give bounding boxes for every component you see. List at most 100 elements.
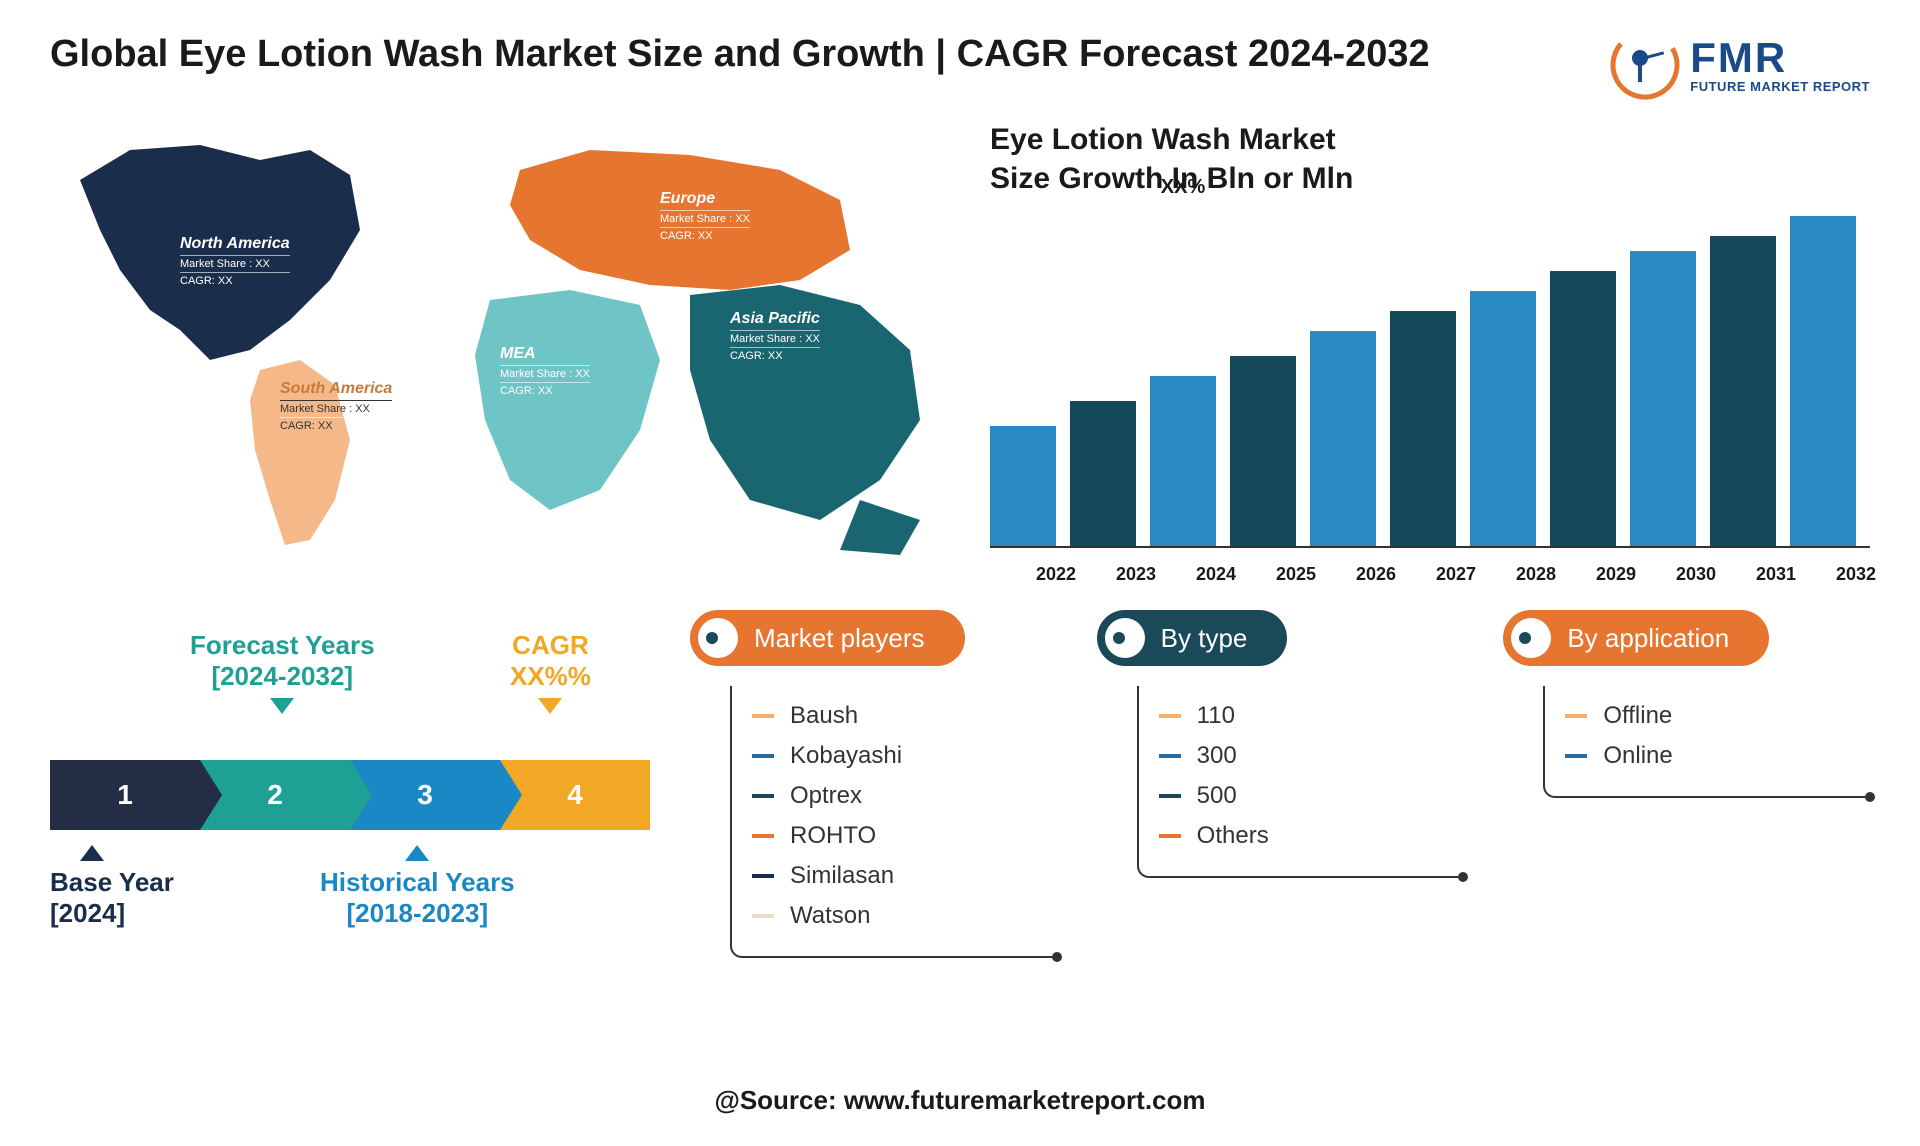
bar-column: XX%2032: [1790, 216, 1856, 546]
list-item-label: Others: [1197, 822, 1269, 850]
list-item-label: Online: [1603, 742, 1672, 770]
bar-chart-section: Eye Lotion Wash Market Size Growth In Bl…: [990, 120, 1870, 560]
bar-year-label: 2032: [1823, 564, 1889, 585]
bar-year-label: 2022: [1023, 564, 1089, 585]
timeline-arrow-icon: [200, 760, 222, 830]
list-item-label: 300: [1197, 742, 1237, 770]
category-header-label: By type: [1161, 623, 1248, 654]
tick-icon: [1159, 714, 1181, 718]
tick-icon: [1565, 754, 1587, 758]
bar-column: 2029: [1550, 271, 1616, 546]
tick-icon: [752, 834, 774, 838]
category-header: By application: [1503, 610, 1769, 666]
bar: [1790, 216, 1856, 546]
tick-icon: [752, 874, 774, 878]
tick-icon: [1159, 754, 1181, 758]
category-list: 110 300 500 Others: [1137, 686, 1464, 878]
list-item-label: Optrex: [790, 782, 862, 810]
bullet-icon: [1105, 618, 1145, 658]
category-header-label: By application: [1567, 623, 1729, 654]
bar: [1710, 236, 1776, 546]
logo-text-block: FMR FUTURE MARKET REPORT: [1690, 37, 1870, 94]
region-label-sa: South America Market Share : XX CAGR: XX: [280, 380, 392, 432]
timeline-bar: 1234: [50, 760, 650, 830]
category-header: Market players: [690, 610, 965, 666]
bar-top-label: XX%: [1161, 176, 1205, 199]
list-item: 500: [1139, 776, 1464, 816]
bar-year-label: 2029: [1583, 564, 1649, 585]
list-item: Online: [1545, 736, 1870, 776]
main-row: North America Market Share : XX CAGR: XX…: [50, 120, 1870, 560]
annot-base: Base Year [2024]: [50, 845, 174, 929]
category-list: Baush Kobayashi Optrex ROHTO Similasan Watson: [730, 686, 1057, 958]
list-item-label: ROHTO: [790, 822, 876, 850]
source-text: @Source: www.futuremarketreport.com: [714, 1085, 1205, 1116]
region-label-ap: Asia Pacific Market Share : XX CAGR: XX: [730, 310, 820, 362]
bar-year-label: 2024: [1183, 564, 1249, 585]
list-item: ROHTO: [732, 816, 1057, 856]
bar: [1470, 291, 1536, 546]
category-header: By type: [1097, 610, 1288, 666]
timeline-segment: 3: [350, 760, 500, 830]
timeline-section: Forecast Years [2024-2032] CAGR XX%% 123…: [50, 610, 650, 970]
category-column: By type 110 300 500 Others: [1097, 610, 1464, 958]
annot-forecast: Forecast Years [2024-2032]: [190, 630, 375, 714]
bar-column: 2027: [1390, 311, 1456, 546]
logo: FMR FUTURE MARKET REPORT: [1610, 30, 1870, 100]
list-item-label: 500: [1197, 782, 1237, 810]
bar-chart: 20222023XX%20242025202620272028202920302…: [990, 218, 1870, 548]
bar-year-label: 2027: [1423, 564, 1489, 585]
bar-year-label: 2031: [1743, 564, 1809, 585]
category-section: Market players Baush Kobayashi Optrex ROHTO S…: [690, 610, 1870, 958]
logo-icon: [1610, 30, 1680, 100]
timeline-segment: 1: [50, 760, 200, 830]
list-item: Kobayashi: [732, 736, 1057, 776]
annot-historical: Historical Years [2018-2023]: [320, 845, 515, 929]
annot-cagr: CAGR XX%%: [510, 630, 591, 714]
region-label-eu: Europe Market Share : XX CAGR: XX: [660, 190, 750, 242]
header: Global Eye Lotion Wash Market Size and G…: [50, 30, 1870, 100]
list-item-label: Offline: [1603, 702, 1672, 730]
region-label-mea: MEA Market Share : XX CAGR: XX: [500, 345, 590, 397]
bar-column: XX%2024: [1150, 376, 1216, 546]
bar: [1390, 311, 1456, 546]
bar-year-label: 2023: [1103, 564, 1169, 585]
bottom-row: Forecast Years [2024-2032] CAGR XX%% 123…: [50, 610, 1870, 970]
bar-year-label: 2028: [1503, 564, 1569, 585]
bar: [1310, 331, 1376, 546]
timeline-arrow-icon: [500, 760, 522, 830]
region-label-na: North America Market Share : XX CAGR: XX: [180, 235, 290, 287]
list-item: 300: [1139, 736, 1464, 776]
timeline-segment: 2: [200, 760, 350, 830]
list-item-label: Watson: [790, 902, 870, 930]
list-item-label: Similasan: [790, 862, 894, 890]
list-item: Others: [1139, 816, 1464, 856]
bar: [1070, 401, 1136, 546]
list-item: Optrex: [732, 776, 1057, 816]
bar-column: 2028: [1470, 291, 1536, 546]
bar: [990, 426, 1056, 546]
tick-icon: [1159, 834, 1181, 838]
bar-column: 2023: [1070, 401, 1136, 546]
category-list: Offline Online: [1543, 686, 1870, 798]
page-title: Global Eye Lotion Wash Market Size and G…: [50, 30, 1430, 79]
tick-icon: [1159, 794, 1181, 798]
list-item: Baush: [732, 696, 1057, 736]
tick-icon: [752, 794, 774, 798]
bar-column: 2022: [990, 426, 1056, 546]
category-header-label: Market players: [754, 623, 925, 654]
list-item-label: 110: [1197, 702, 1235, 730]
list-item: Offline: [1545, 696, 1870, 736]
bar: [1630, 251, 1696, 546]
logo-brand: FMR: [1690, 37, 1870, 79]
list-item: 110: [1139, 696, 1464, 736]
list-item: Similasan: [732, 856, 1057, 896]
bar: [1550, 271, 1616, 546]
bar: [1230, 356, 1296, 546]
bar-column: 2025: [1230, 356, 1296, 546]
tick-icon: [1565, 714, 1587, 718]
list-item-label: Kobayashi: [790, 742, 902, 770]
bar-column: 2031: [1710, 236, 1776, 546]
bar-column: 2026: [1310, 331, 1376, 546]
bullet-icon: [1511, 618, 1551, 658]
